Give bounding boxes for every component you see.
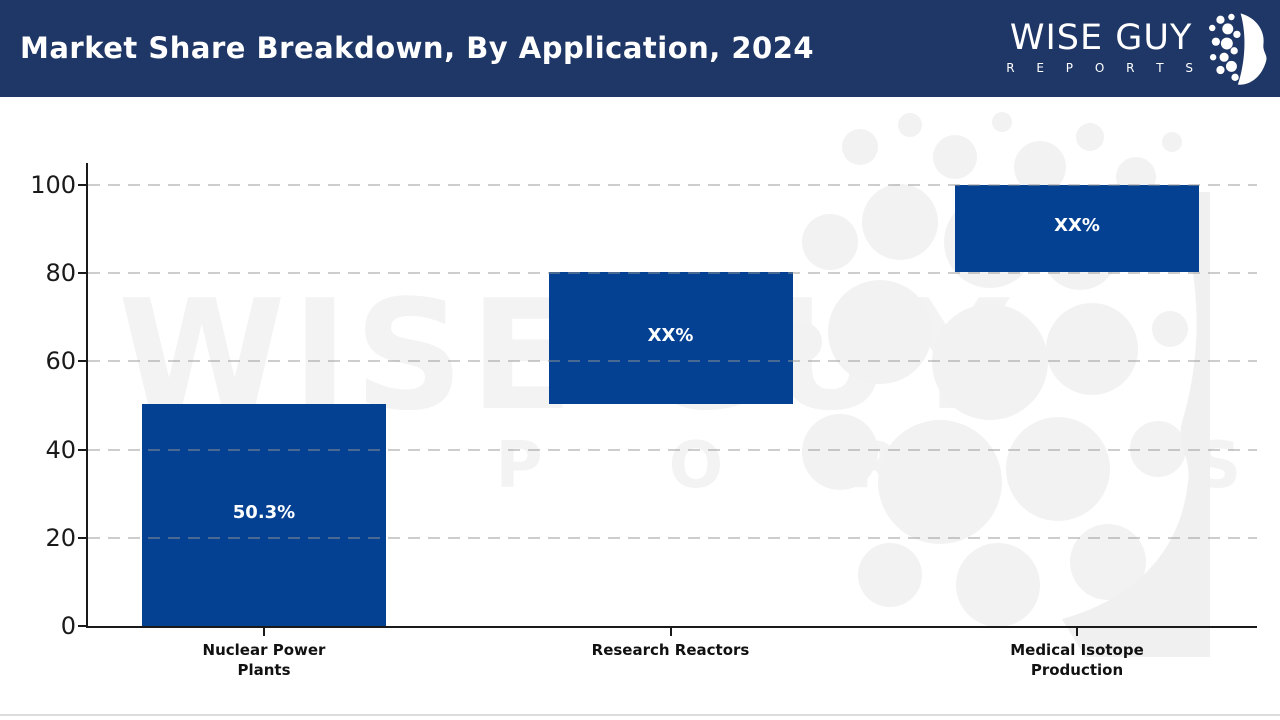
- y-tick-mark: [78, 272, 86, 275]
- page-title: Market Share Breakdown, By Application, …: [20, 31, 815, 65]
- bar-value-label: XX%: [647, 325, 694, 347]
- x-tick-mark: [669, 628, 672, 636]
- y-tick-label: 0: [60, 612, 76, 640]
- x-tick-mark: [263, 628, 265, 636]
- x-tick-mark: [1076, 628, 1078, 636]
- gridline: [88, 448, 1257, 451]
- bar-value-label: 50.3%: [232, 502, 296, 524]
- y-tick-label: 20: [45, 523, 76, 552]
- y-axis-line: [86, 163, 88, 628]
- brand-logo: WISE GUY R E P O R T S: [1006, 4, 1270, 94]
- y-tick-label: 40: [45, 435, 76, 464]
- y-tick-label: 80: [45, 259, 76, 288]
- category-label: Medical Isotope Production: [1010, 641, 1144, 679]
- bar-segment: [142, 404, 386, 626]
- gridline: [88, 536, 1257, 539]
- logo-wordmark: WISE GUY: [1009, 18, 1193, 58]
- x-axis-line: [86, 626, 1257, 628]
- gridline: [88, 360, 1257, 363]
- logo-head-icon: [1209, 13, 1267, 85]
- category-label: Nuclear Power Plants: [202, 641, 326, 679]
- y-tick-label: 60: [45, 347, 76, 376]
- y-tick-mark: [78, 625, 86, 627]
- y-tick-mark: [78, 184, 86, 186]
- bar-value-label: XX%: [1054, 215, 1100, 237]
- footer-divider: [0, 714, 1280, 716]
- gridline: [88, 184, 1257, 186]
- logo-subtitle: R E P O R T S: [1006, 61, 1202, 75]
- logo-text: WISE GUY R E P O R T S: [1000, 18, 1202, 75]
- header-bar: Market Share Breakdown, By Application, …: [0, 0, 1280, 97]
- category-label: Research Reactors: [591, 641, 750, 659]
- y-tick-mark: [78, 536, 86, 539]
- y-tick-mark: [78, 360, 86, 363]
- y-tick-mark: [78, 448, 86, 451]
- bar-segment: [548, 271, 793, 405]
- gridline: [88, 272, 1257, 275]
- y-tick-label: 100: [30, 171, 76, 199]
